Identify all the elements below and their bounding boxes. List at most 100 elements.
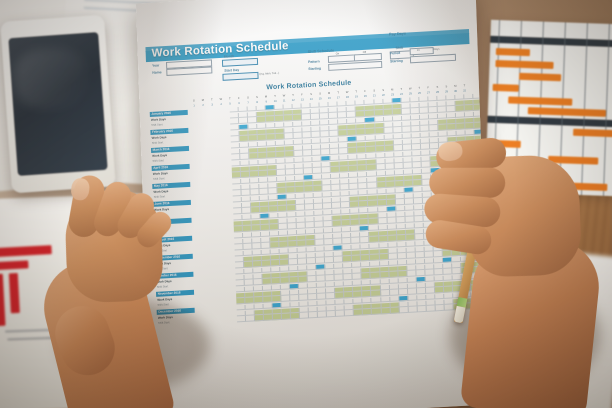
schedule-cell[interactable] bbox=[270, 242, 280, 249]
schedule-cell[interactable] bbox=[322, 185, 332, 192]
schedule-cell[interactable] bbox=[236, 316, 247, 322]
schedule-cell[interactable] bbox=[383, 127, 394, 134]
schedule-cell[interactable] bbox=[325, 275, 336, 281]
schedule-cell[interactable] bbox=[269, 206, 279, 213]
schedule-cell[interactable] bbox=[231, 172, 242, 179]
schedule-cell[interactable] bbox=[380, 290, 390, 296]
schedule-cell[interactable] bbox=[235, 262, 245, 269]
schedule-cell[interactable] bbox=[359, 219, 370, 225]
schedule-cell[interactable] bbox=[284, 115, 294, 122]
schedule-cell[interactable] bbox=[329, 130, 340, 137]
schedule-cell[interactable] bbox=[385, 181, 396, 188]
schedule-cell[interactable] bbox=[305, 222, 316, 229]
schedule-cell[interactable] bbox=[379, 272, 390, 278]
schedule-cell[interactable] bbox=[281, 313, 292, 320]
schedule-cell[interactable] bbox=[429, 125, 439, 131]
schedule-cell[interactable] bbox=[253, 279, 263, 286]
schedule-cell[interactable] bbox=[401, 126, 412, 133]
schedule-cell[interactable] bbox=[288, 241, 298, 248]
schedule-cell[interactable] bbox=[285, 151, 295, 158]
schedule-cell[interactable] bbox=[306, 240, 316, 246]
schedule-cell[interactable] bbox=[271, 278, 281, 284]
schedule-cell[interactable] bbox=[309, 312, 319, 318]
schedule-cell[interactable] bbox=[267, 152, 277, 159]
schedule-cell[interactable] bbox=[240, 171, 251, 178]
schedule-cell[interactable] bbox=[279, 241, 289, 248]
schedule-cell[interactable] bbox=[344, 292, 354, 298]
schedule-cell[interactable] bbox=[332, 202, 342, 209]
schedule-cell[interactable] bbox=[406, 252, 416, 259]
schedule-cell[interactable] bbox=[343, 274, 354, 280]
schedule-cell[interactable] bbox=[356, 111, 366, 118]
schedule-cell[interactable] bbox=[305, 204, 315, 211]
schedule-cell[interactable] bbox=[287, 223, 298, 230]
start-day-input[interactable] bbox=[222, 71, 259, 81]
schedule-cell[interactable] bbox=[257, 134, 267, 141]
schedule-cell[interactable] bbox=[330, 148, 340, 155]
schedule-cell[interactable] bbox=[275, 133, 285, 140]
schedule-cell[interactable] bbox=[272, 314, 283, 320]
schedule-cell[interactable] bbox=[289, 277, 299, 283]
schedule-cell[interactable] bbox=[393, 145, 403, 151]
schedule-cell[interactable] bbox=[384, 145, 394, 152]
schedule-cell[interactable] bbox=[276, 151, 286, 158]
schedule-cell[interactable] bbox=[404, 198, 414, 205]
schedule-cell[interactable] bbox=[303, 150, 313, 157]
schedule-cell[interactable] bbox=[379, 254, 389, 260]
schedule-cell[interactable] bbox=[316, 257, 326, 264]
schedule-cell[interactable] bbox=[334, 256, 344, 263]
schedule-cell[interactable] bbox=[420, 143, 430, 150]
schedule-cell[interactable] bbox=[348, 147, 358, 154]
schedule-cell[interactable] bbox=[323, 221, 334, 227]
schedule-cell[interactable] bbox=[334, 274, 345, 281]
schedule-cell[interactable] bbox=[447, 124, 457, 130]
schedule-cell[interactable] bbox=[338, 112, 348, 119]
schedule-cell[interactable] bbox=[251, 225, 261, 232]
schedule-cell[interactable] bbox=[438, 124, 448, 131]
schedule-cell[interactable] bbox=[245, 315, 256, 322]
schedule-cell[interactable] bbox=[245, 297, 255, 304]
schedule-cell[interactable] bbox=[311, 113, 321, 120]
schedule-cell[interactable] bbox=[455, 105, 465, 112]
schedule-cell[interactable] bbox=[248, 117, 258, 124]
schedule-cell[interactable] bbox=[298, 276, 308, 283]
schedule-cell[interactable] bbox=[307, 258, 317, 264]
schedule-cell[interactable] bbox=[281, 295, 291, 302]
schedule-cell[interactable] bbox=[296, 222, 307, 229]
schedule-cell[interactable] bbox=[394, 163, 404, 169]
schedule-cell[interactable] bbox=[358, 183, 368, 189]
schedule-cell[interactable] bbox=[293, 114, 303, 121]
schedule-cell[interactable] bbox=[396, 235, 406, 241]
schedule-cell[interactable] bbox=[316, 275, 327, 282]
schedule-cell[interactable] bbox=[424, 251, 434, 258]
schedule-cell[interactable] bbox=[367, 164, 377, 171]
schedule-cell[interactable] bbox=[291, 313, 301, 319]
schedule-cell[interactable] bbox=[366, 146, 376, 153]
schedule-cell[interactable] bbox=[327, 311, 337, 317]
schedule-cell[interactable] bbox=[320, 113, 330, 120]
schedule-cell[interactable] bbox=[370, 272, 381, 279]
schedule-cell[interactable] bbox=[276, 169, 287, 176]
schedule-cell[interactable] bbox=[336, 310, 346, 317]
schedule-cell[interactable] bbox=[302, 114, 312, 121]
schedule-cell[interactable] bbox=[234, 244, 244, 251]
schedule-cell[interactable] bbox=[359, 201, 369, 207]
schedule-cell[interactable] bbox=[378, 218, 388, 224]
schedule-cell[interactable] bbox=[389, 289, 399, 296]
schedule-cell[interactable] bbox=[419, 125, 430, 132]
schedule-cell[interactable] bbox=[240, 153, 250, 160]
schedule-cell[interactable] bbox=[381, 308, 391, 314]
schedule-cell[interactable] bbox=[412, 180, 423, 186]
schedule-cell[interactable] bbox=[340, 184, 350, 190]
schedule-cell[interactable] bbox=[367, 182, 377, 189]
schedule-cell[interactable] bbox=[317, 293, 327, 300]
schedule-cell[interactable] bbox=[239, 117, 249, 124]
schedule-cell[interactable] bbox=[289, 259, 299, 265]
schedule-cell[interactable] bbox=[277, 187, 287, 194]
schedule-cell[interactable] bbox=[230, 136, 240, 143]
schedule-cell[interactable] bbox=[464, 105, 474, 111]
schedule-cell[interactable] bbox=[233, 208, 243, 215]
schedule-cell[interactable] bbox=[331, 166, 341, 173]
schedule-cell[interactable] bbox=[262, 260, 272, 267]
schedule-cell[interactable] bbox=[335, 292, 345, 299]
